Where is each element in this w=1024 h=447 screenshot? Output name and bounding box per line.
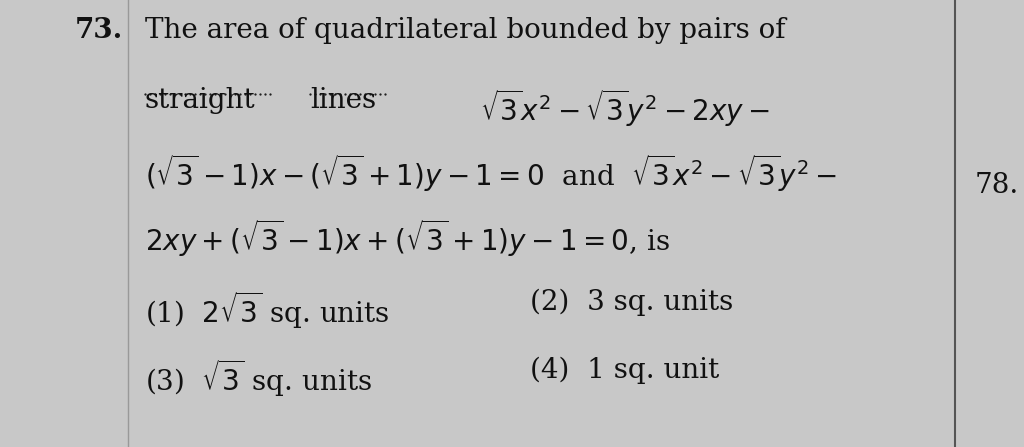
Text: 73.: 73. bbox=[75, 17, 123, 44]
Text: (4)  1 sq. unit: (4) 1 sq. unit bbox=[530, 357, 719, 384]
Text: 78.: 78. bbox=[975, 172, 1019, 199]
Text: straight: straight bbox=[145, 87, 256, 114]
Text: (3)  $\sqrt{3}$ sq. units: (3) $\sqrt{3}$ sq. units bbox=[145, 357, 372, 399]
Text: (2)  3 sq. units: (2) 3 sq. units bbox=[530, 289, 733, 316]
Text: $(\sqrt{3}-1)x-(\sqrt{3}+1)y-1=0$  and  $\sqrt{3}x^2-\sqrt{3}y^2-$: $(\sqrt{3}-1)x-(\sqrt{3}+1)y-1=0$ and $\… bbox=[145, 152, 837, 194]
Text: $\sqrt{3}x^2-\sqrt{3}y^2-2xy-$: $\sqrt{3}x^2-\sqrt{3}y^2-2xy-$ bbox=[480, 87, 770, 129]
Text: lines: lines bbox=[310, 87, 376, 114]
Text: The area of quadrilateral bounded by pairs of: The area of quadrilateral bounded by pai… bbox=[145, 17, 785, 44]
Text: (1)  $2\sqrt{3}$ sq. units: (1) $2\sqrt{3}$ sq. units bbox=[145, 289, 389, 331]
Text: $2xy+(\sqrt{3}-1)x+(\sqrt{3}+1)y-1=0$, is: $2xy+(\sqrt{3}-1)x+(\sqrt{3}+1)y-1=0$, i… bbox=[145, 217, 670, 259]
